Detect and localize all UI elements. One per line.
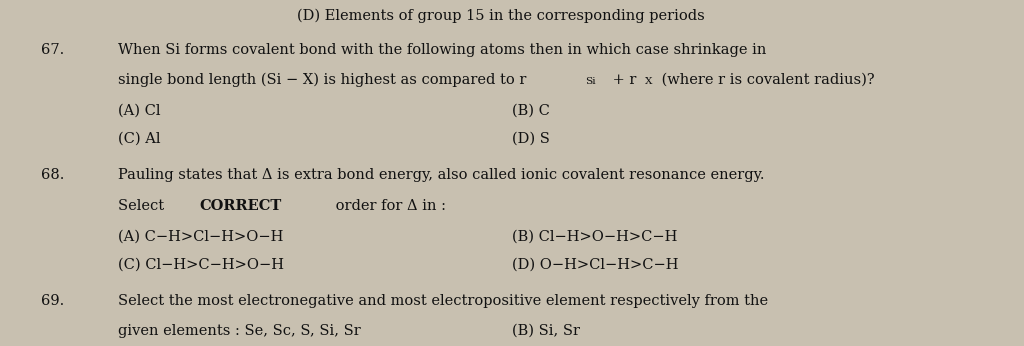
Text: 68.: 68. [41,168,65,182]
Text: (C) Cl−H>C−H>O−H: (C) Cl−H>C−H>O−H [118,258,284,272]
Text: single bond length (Si − X) is highest as compared to r: single bond length (Si − X) is highest a… [118,73,526,87]
Text: order for Δ in :: order for Δ in : [331,199,445,213]
Text: Si: Si [585,77,595,86]
Text: Pauling states that Δ is extra bond energy, also called ionic covalent resonance: Pauling states that Δ is extra bond ener… [118,168,764,182]
Text: (D) S: (D) S [512,131,550,145]
Text: When Si forms covalent bond with the following atoms then in which case shrinkag: When Si forms covalent bond with the fol… [118,43,766,57]
Text: Select the most electronegative and most electropositive element respectively fr: Select the most electronegative and most… [118,294,768,308]
Text: X: X [645,77,652,86]
Text: CORRECT: CORRECT [200,199,282,213]
Text: given elements : Se, Sc, S, Si, Sr: given elements : Se, Sc, S, Si, Sr [118,324,360,337]
Text: (A) C−H>Cl−H>O−H: (A) C−H>Cl−H>O−H [118,230,283,244]
Text: 69.: 69. [41,294,65,308]
Text: + r: + r [608,73,637,86]
Text: Select: Select [118,199,169,213]
Text: (A) Cl: (A) Cl [118,104,161,118]
Text: 67.: 67. [41,43,65,57]
Text: (D) Elements of group 15 in the corresponding periods: (D) Elements of group 15 in the correspo… [297,9,705,23]
Text: (C) Al: (C) Al [118,131,161,145]
Text: (B) Cl−H>O−H>C−H: (B) Cl−H>O−H>C−H [512,230,677,244]
Text: (D) O−H>Cl−H>C−H: (D) O−H>Cl−H>C−H [512,258,679,272]
Text: (B) C: (B) C [512,104,550,118]
Text: (where r is covalent radius)?: (where r is covalent radius)? [657,73,876,86]
Text: (B) Si, Sr: (B) Si, Sr [512,324,580,337]
